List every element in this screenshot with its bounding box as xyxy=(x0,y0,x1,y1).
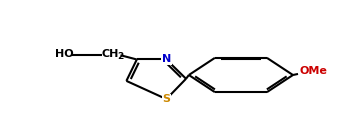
Text: CH: CH xyxy=(101,49,119,59)
Text: HO: HO xyxy=(55,49,74,59)
Text: N: N xyxy=(162,54,171,64)
Text: 2: 2 xyxy=(117,52,123,61)
Text: S: S xyxy=(162,94,170,104)
Text: OMe: OMe xyxy=(299,66,327,76)
